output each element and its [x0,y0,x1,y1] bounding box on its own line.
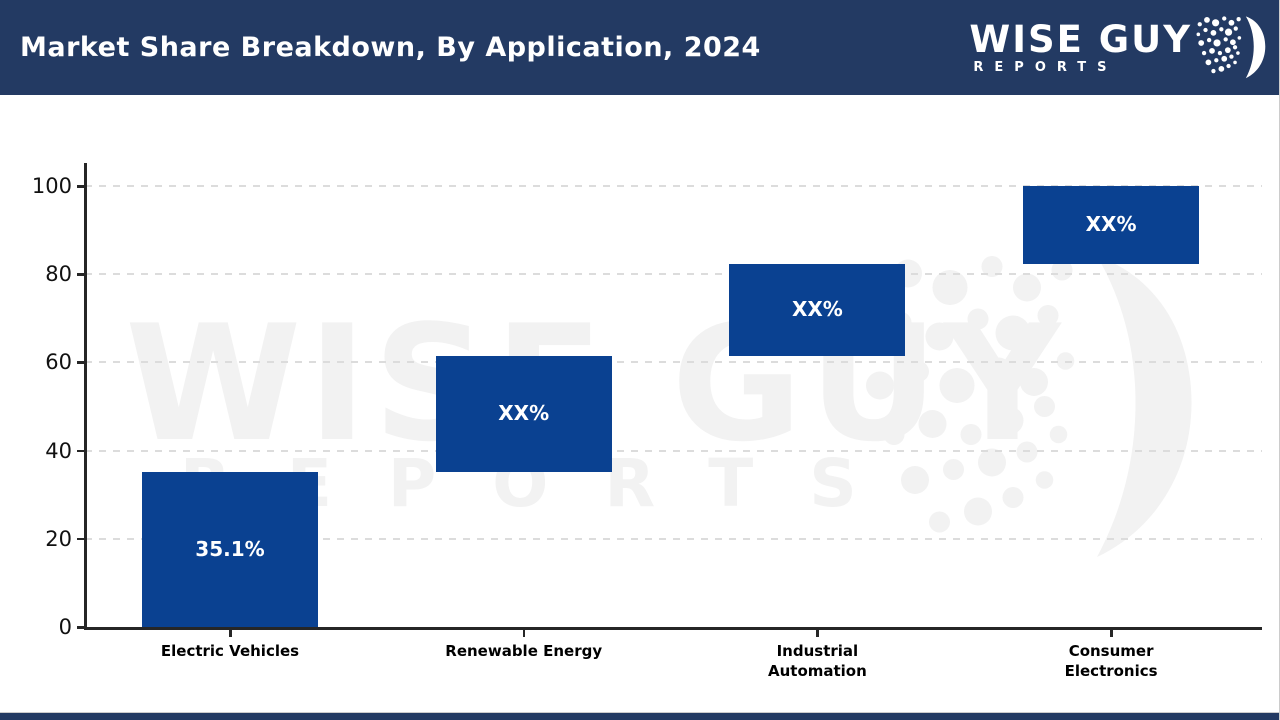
logo-face-icon [1196,15,1266,78]
gridline-80 [85,273,1262,276]
bar-4 [1023,186,1200,264]
x-category-label-1: Electric Vehicles [160,642,300,660]
bar-value-label-1: 35.1% [195,536,265,561]
logo-title: WISE GUY [969,18,1192,61]
logo-wordmark: WISE GUY REPORTS [969,21,1192,74]
bar-2 [435,356,612,473]
y-tick-label-100: 100 [31,174,72,198]
x-tickmark-4 [1110,629,1113,637]
x-tickmark-3 [816,629,819,637]
gridline-60 [85,361,1262,364]
x-category-label-2: Renewable Energy [445,642,603,660]
y-tick-label-80: 80 [45,262,72,287]
y-tick-label-40: 40 [45,438,72,463]
y-tick-label-20: 20 [45,526,72,551]
bottom-hairline [0,712,1279,713]
y-tickmark-0 [77,626,85,629]
x-category-label-4: Consumer Electronics [1064,642,1158,681]
y-tick-label-0: 0 [58,615,72,639]
y-tickmark-100 [77,185,85,188]
bar-value-label-4: XX% [1085,211,1137,236]
bar-3 [729,263,906,357]
page-title: Market Share Breakdown, By Application, … [20,32,761,63]
x-tickmark-2 [522,629,526,637]
y-tick-label-60: 60 [45,350,72,375]
gridline-40 [85,449,1262,452]
bar-value-label-2: XX% [498,401,550,426]
y-tickmark-60 [77,361,85,364]
bar-1 [142,472,318,627]
bar-value-label-3: XX% [791,296,843,321]
y-axis-line [84,163,87,629]
footer-bar [0,713,1279,720]
x-tickmark-1 [229,629,232,637]
logo-subtitle: REPORTS [973,60,1118,75]
y-tickmark-40 [77,449,85,453]
gridline-20 [85,537,1262,540]
chart-area: WISE GUY REPORTS 0 20 40 60 80 100 35.1% Electr… [0,95,1279,713]
wiseguy-logo: WISE GUY REPORTS [969,15,1266,81]
header: Market Share Breakdown, By Application, … [0,0,1279,95]
x-category-label-3: Industrial Automation [767,642,867,681]
y-tickmark-80 [77,273,85,276]
y-tickmark-20 [77,537,85,541]
x-axis-line [84,627,1262,630]
gridline-100 [85,185,1262,187]
